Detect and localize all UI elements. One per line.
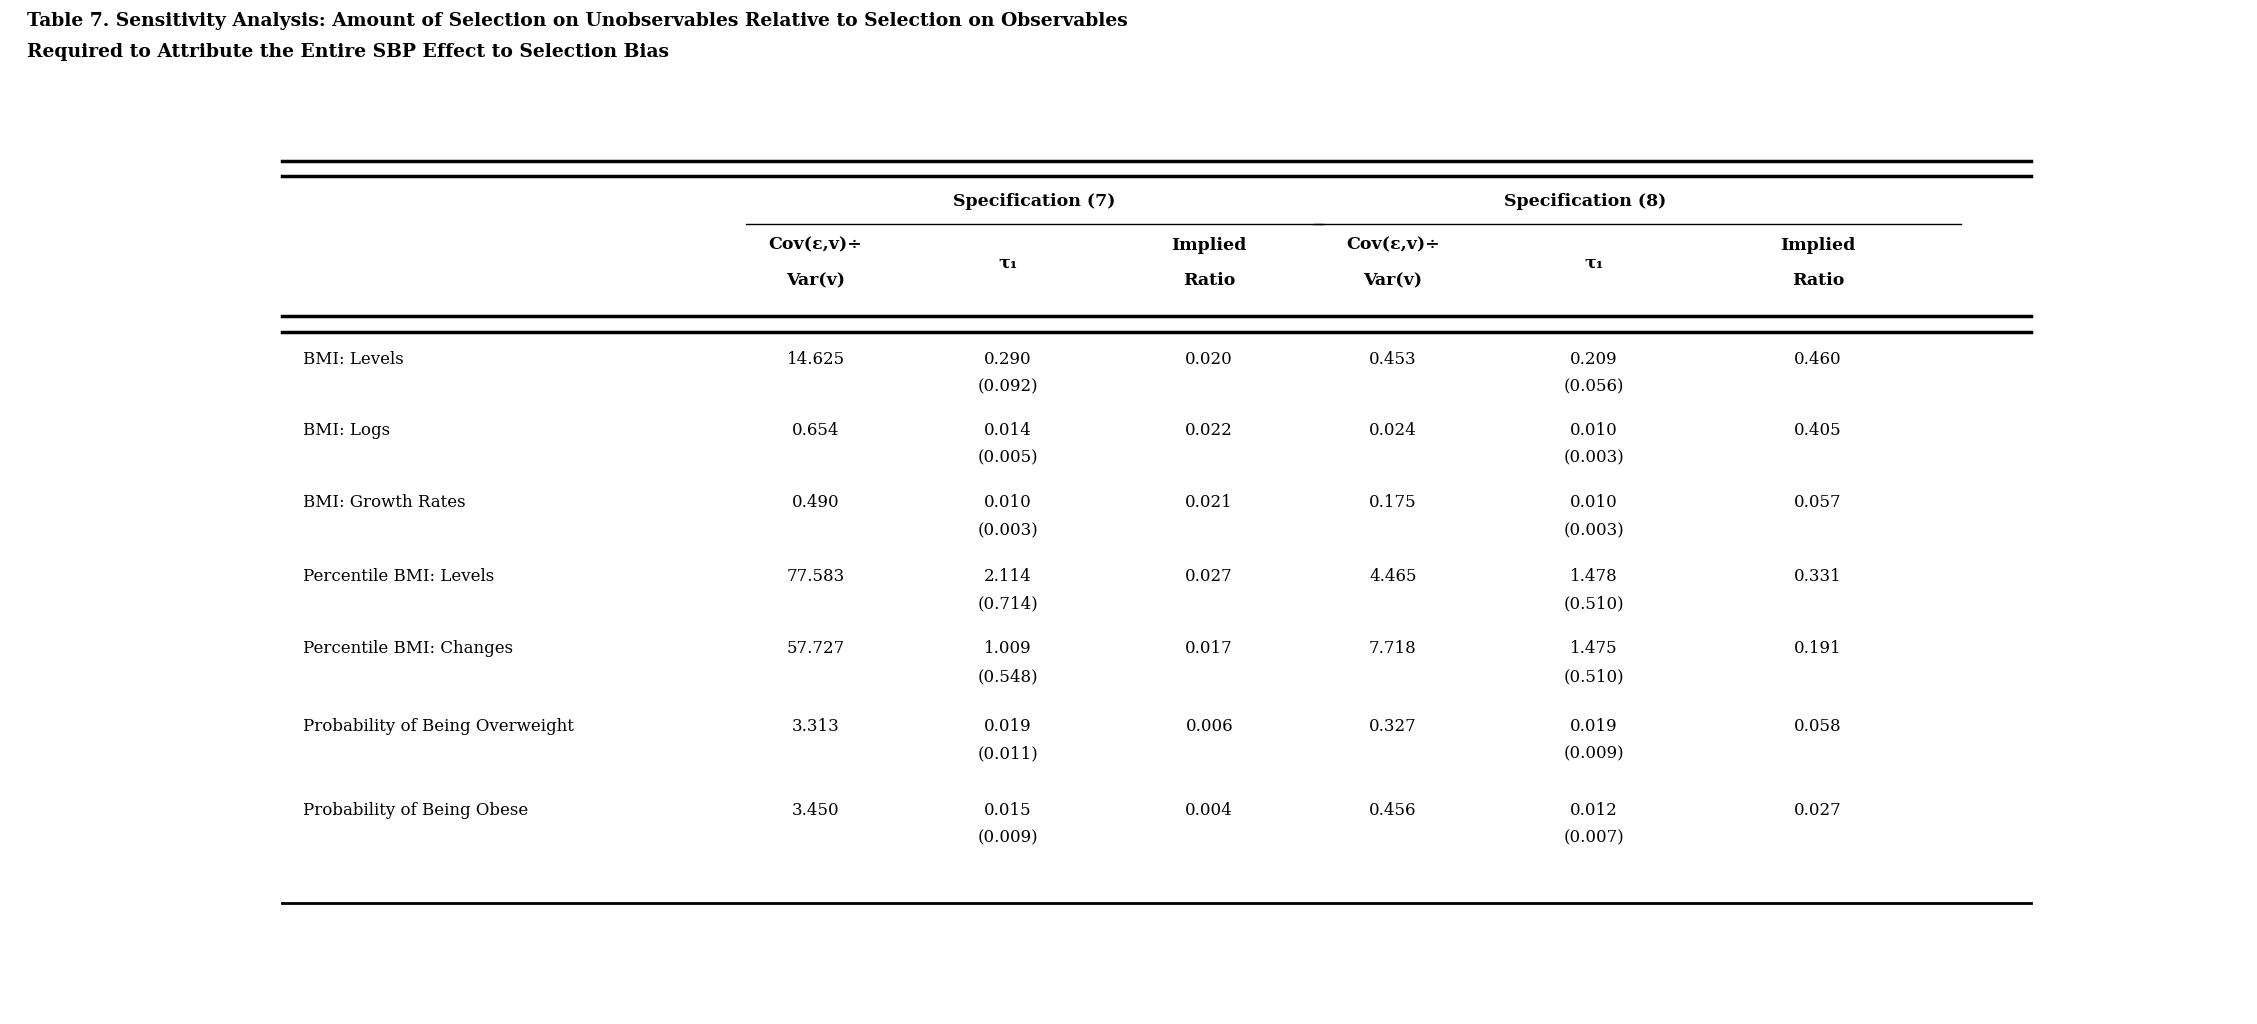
Text: (0.056): (0.056) xyxy=(1564,379,1625,395)
Text: 0.058: 0.058 xyxy=(1794,718,1842,734)
Text: BMI: Levels: BMI: Levels xyxy=(302,351,404,368)
Text: 0.024: 0.024 xyxy=(1370,422,1417,439)
Text: Required to Attribute the Entire SBP Effect to Selection Bias: Required to Attribute the Entire SBP Eff… xyxy=(27,43,668,61)
Text: 2.114: 2.114 xyxy=(984,567,1031,585)
Text: Probability of Being Overweight: Probability of Being Overweight xyxy=(302,718,573,734)
Text: Probability of Being Obese: Probability of Being Obese xyxy=(302,802,528,819)
Text: 0.405: 0.405 xyxy=(1794,422,1842,439)
Text: BMI: Logs: BMI: Logs xyxy=(302,422,390,439)
Text: (0.548): (0.548) xyxy=(977,668,1038,685)
Text: Percentile BMI: Changes: Percentile BMI: Changes xyxy=(302,640,512,657)
Text: 0.019: 0.019 xyxy=(1571,718,1618,734)
Text: Cov(ε,v)÷: Cov(ε,v)÷ xyxy=(1345,237,1440,254)
Text: 0.027: 0.027 xyxy=(1185,567,1232,585)
Text: Specification (8): Specification (8) xyxy=(1503,194,1666,210)
Text: (0.714): (0.714) xyxy=(977,595,1038,612)
Text: 0.490: 0.490 xyxy=(792,495,840,511)
Text: 0.004: 0.004 xyxy=(1185,802,1232,819)
Text: 0.175: 0.175 xyxy=(1370,495,1417,511)
Text: 0.209: 0.209 xyxy=(1571,351,1618,368)
Text: (0.009): (0.009) xyxy=(1564,745,1625,762)
Text: 14.625: 14.625 xyxy=(785,351,844,368)
Text: 0.019: 0.019 xyxy=(984,718,1031,734)
Text: τ₁: τ₁ xyxy=(998,254,1018,271)
Text: 0.027: 0.027 xyxy=(1794,802,1842,819)
Text: 0.021: 0.021 xyxy=(1185,495,1232,511)
Text: Ratio: Ratio xyxy=(1792,272,1844,289)
Text: Var(v): Var(v) xyxy=(1363,272,1422,289)
Text: τ₁: τ₁ xyxy=(1584,254,1605,271)
Text: 0.010: 0.010 xyxy=(1571,422,1618,439)
Text: Table 7. Sensitivity Analysis: Amount of Selection on Unobservables Relative to : Table 7. Sensitivity Analysis: Amount of… xyxy=(27,12,1128,31)
Text: 7.718: 7.718 xyxy=(1370,640,1417,657)
Text: 3.313: 3.313 xyxy=(792,718,840,734)
Text: 0.460: 0.460 xyxy=(1794,351,1842,368)
Text: 0.020: 0.020 xyxy=(1185,351,1232,368)
Text: 0.327: 0.327 xyxy=(1370,718,1417,734)
Text: Implied: Implied xyxy=(1781,237,1855,254)
Text: 77.583: 77.583 xyxy=(785,567,844,585)
Text: 0.191: 0.191 xyxy=(1794,640,1842,657)
Text: (0.003): (0.003) xyxy=(1564,450,1625,467)
Text: 0.290: 0.290 xyxy=(984,351,1031,368)
Text: 0.057: 0.057 xyxy=(1794,495,1842,511)
Text: 0.015: 0.015 xyxy=(984,802,1031,819)
Text: Percentile BMI: Levels: Percentile BMI: Levels xyxy=(302,567,494,585)
Text: 0.010: 0.010 xyxy=(984,495,1031,511)
Text: (0.011): (0.011) xyxy=(977,745,1038,762)
Text: 0.006: 0.006 xyxy=(1185,718,1232,734)
Text: 1.009: 1.009 xyxy=(984,640,1031,657)
Text: 0.022: 0.022 xyxy=(1185,422,1232,439)
Text: 57.727: 57.727 xyxy=(785,640,844,657)
Text: Var(v): Var(v) xyxy=(785,272,844,289)
Text: (0.007): (0.007) xyxy=(1564,829,1625,847)
Text: 0.012: 0.012 xyxy=(1571,802,1618,819)
Text: (0.005): (0.005) xyxy=(977,450,1038,467)
Text: Specification (7): Specification (7) xyxy=(952,194,1115,210)
Text: 1.478: 1.478 xyxy=(1571,567,1618,585)
Text: (0.510): (0.510) xyxy=(1564,595,1625,612)
Text: 1.475: 1.475 xyxy=(1571,640,1618,657)
Text: (0.003): (0.003) xyxy=(977,522,1038,539)
Text: (0.009): (0.009) xyxy=(977,829,1038,847)
Text: Cov(ε,v)÷: Cov(ε,v)÷ xyxy=(770,237,862,254)
Text: 4.465: 4.465 xyxy=(1370,567,1417,585)
Text: 0.654: 0.654 xyxy=(792,422,840,439)
Text: 3.450: 3.450 xyxy=(792,802,840,819)
Text: (0.510): (0.510) xyxy=(1564,668,1625,685)
Text: 0.017: 0.017 xyxy=(1185,640,1232,657)
Text: 0.453: 0.453 xyxy=(1370,351,1417,368)
Text: 0.456: 0.456 xyxy=(1370,802,1417,819)
Text: BMI: Growth Rates: BMI: Growth Rates xyxy=(302,495,465,511)
Text: 0.331: 0.331 xyxy=(1794,567,1842,585)
Text: 0.010: 0.010 xyxy=(1571,495,1618,511)
Text: 0.014: 0.014 xyxy=(984,422,1031,439)
Text: (0.003): (0.003) xyxy=(1564,522,1625,539)
Text: Implied: Implied xyxy=(1171,237,1246,254)
Text: (0.092): (0.092) xyxy=(977,379,1038,395)
Text: Ratio: Ratio xyxy=(1183,272,1235,289)
